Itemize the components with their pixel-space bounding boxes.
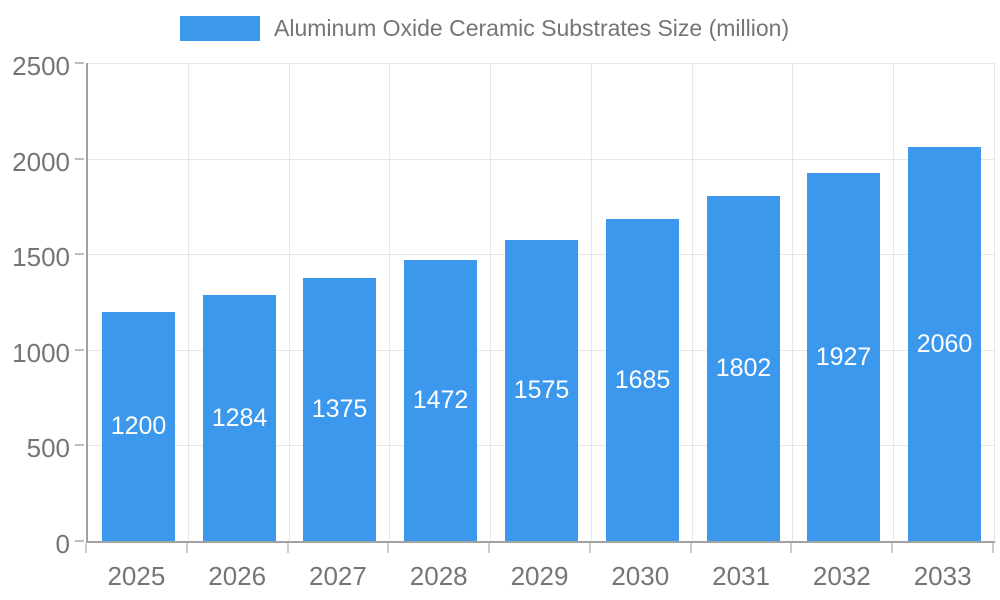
- legend-item[interactable]: Aluminum Oxide Ceramic Substrates Size (…: [180, 15, 789, 42]
- y-tick-mark: [75, 62, 84, 64]
- bar-2030: 1685: [606, 219, 679, 541]
- bar-2032: 1927: [807, 173, 880, 541]
- bar-value-label: 1200: [110, 412, 167, 440]
- bar-2026: 1284: [203, 295, 276, 541]
- x-tick-label: 2026: [208, 561, 267, 591]
- y-tick-label: 1500: [12, 242, 70, 273]
- h-gridline: [88, 158, 995, 160]
- y-tick-label: 0: [55, 529, 70, 559]
- y-tick-mark: [75, 253, 84, 256]
- x-tick-mark: [287, 543, 289, 553]
- y-tick-label: 2500: [12, 51, 70, 81]
- bar-value-label: 1575: [513, 376, 570, 404]
- v-gridline: [289, 63, 290, 541]
- h-gridline: [88, 63, 995, 64]
- bar-2028: 1472: [404, 260, 477, 541]
- x-tick-label: 2027: [309, 561, 367, 591]
- plot-area: 1200 1284 1375 1472 1575 1685 1802 1927 2060: [86, 63, 995, 543]
- x-tick-label: 2025: [107, 561, 166, 591]
- y-tick-mark: [75, 540, 84, 542]
- x-tick-label: 2030: [611, 561, 670, 591]
- y-tick-mark: [75, 348, 84, 351]
- bar-2027: 1375: [303, 278, 376, 541]
- y-tick-label: 2000: [12, 146, 70, 177]
- bar-value-label: 1927: [815, 342, 872, 371]
- x-tick-mark: [790, 543, 792, 553]
- bar-2025: 1200: [102, 312, 175, 541]
- x-tick-label: 2031: [712, 561, 770, 591]
- bar-value-label: 1802: [715, 354, 772, 382]
- x-tick-label: 2033: [913, 561, 972, 591]
- v-gridline: [389, 63, 390, 541]
- x-tick-mark: [387, 543, 389, 553]
- v-gridline: [188, 63, 189, 541]
- x-tick-mark: [690, 543, 692, 553]
- v-gridline: [994, 63, 995, 541]
- y-tick-label: 1000: [12, 337, 70, 368]
- x-tick-label: 2029: [510, 561, 569, 591]
- x-tick-mark: [186, 543, 188, 553]
- v-gridline: [893, 63, 894, 541]
- x-tick-label: 2028: [409, 561, 468, 591]
- bar-value-label: 1472: [412, 386, 469, 414]
- y-tick-label: 500: [26, 433, 70, 464]
- bar-value-label: 2060: [916, 329, 973, 358]
- legend-swatch-icon: [180, 16, 260, 41]
- x-tick-label: 2032: [812, 561, 871, 591]
- x-tick-mark: [891, 543, 893, 553]
- bar-value-label: 1284: [211, 403, 268, 432]
- v-gridline: [692, 63, 693, 541]
- bar-value-label: 1375: [311, 395, 368, 423]
- legend-label: Aluminum Oxide Ceramic Substrates Size (…: [274, 15, 790, 41]
- y-tick-mark: [75, 157, 84, 160]
- bar-value-label: 1685: [614, 365, 671, 394]
- x-tick-mark: [85, 543, 87, 553]
- v-gridline: [490, 63, 491, 541]
- bar-2031: 1802: [707, 196, 780, 541]
- x-tick-mark: [589, 543, 591, 553]
- v-gridline: [591, 63, 592, 541]
- x-tick-mark: [992, 543, 994, 553]
- bar-2029: 1575: [505, 240, 578, 541]
- v-gridline: [792, 63, 793, 541]
- y-tick-mark: [75, 444, 84, 447]
- bar-2033: 2060: [908, 147, 981, 541]
- x-tick-mark: [488, 543, 490, 553]
